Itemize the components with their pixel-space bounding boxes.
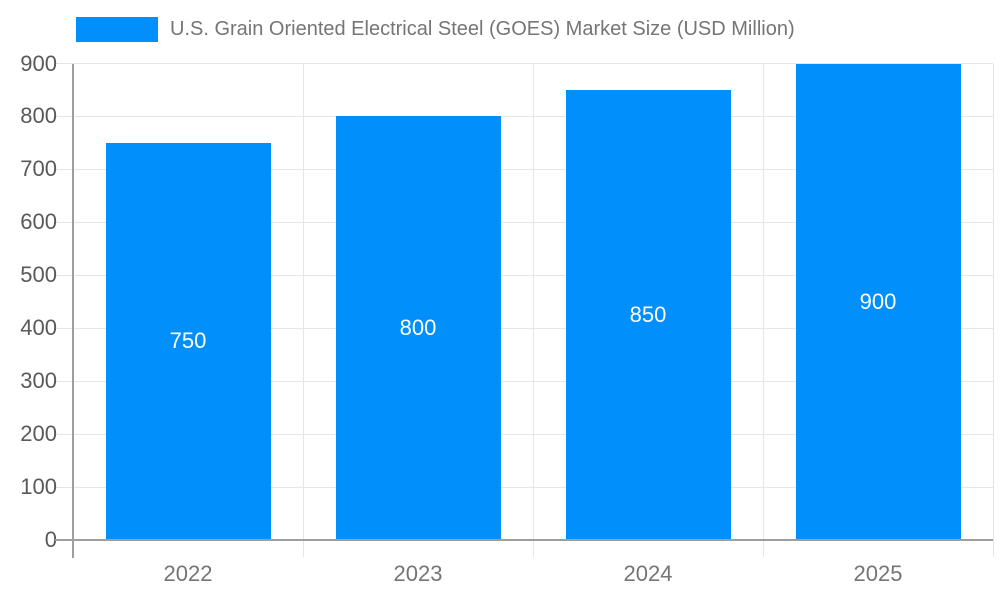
y-axis-tick-label: 300 xyxy=(20,368,57,394)
y-axis-tick-label: 900 xyxy=(20,50,57,76)
h-gridline xyxy=(55,63,993,64)
bar-2025[interactable]: 900 xyxy=(795,63,961,540)
bar-2022[interactable]: 750 xyxy=(105,142,271,540)
bar-value-label: 750 xyxy=(169,328,207,354)
v-gridline xyxy=(532,63,534,557)
bar-2023[interactable]: 800 xyxy=(335,116,501,540)
y-axis-tick-label: 600 xyxy=(20,209,57,235)
x-axis-label-2022: 2022 xyxy=(163,561,213,586)
v-gridline xyxy=(302,63,304,557)
legend-label: U.S. Grain Oriented Electrical Steel (GO… xyxy=(170,18,795,40)
y-axis-tick-label: 500 xyxy=(20,262,57,288)
bar-value-label: 800 xyxy=(399,315,437,341)
h-gridline xyxy=(55,486,993,488)
h-gridline xyxy=(55,433,993,435)
bar-value-label: 900 xyxy=(859,288,897,314)
bar-2024[interactable]: 850 xyxy=(565,89,731,540)
x-axis-line xyxy=(55,539,993,541)
y-axis-tick-label: 800 xyxy=(20,103,57,129)
h-gridline xyxy=(55,274,993,276)
v-gridline xyxy=(992,63,994,557)
h-gridline xyxy=(55,221,993,223)
y-axis-line xyxy=(71,63,74,558)
bar-value-label: 850 xyxy=(629,301,667,327)
y-axis-tick-label: 100 xyxy=(20,474,57,500)
y-axis-tick-label: 200 xyxy=(20,421,57,447)
x-axis-label-2025: 2025 xyxy=(853,561,903,586)
y-axis-tick-label: 400 xyxy=(20,315,57,341)
h-gridline xyxy=(55,115,993,117)
y-axis-tick-label: 0 xyxy=(44,527,57,552)
h-gridline xyxy=(55,380,993,382)
h-gridline xyxy=(55,327,993,329)
chart-legend[interactable]: U.S. Grain Oriented Electrical Steel (GO… xyxy=(76,17,795,42)
x-axis-label-2023: 2023 xyxy=(393,561,443,586)
x-axis-label-2024: 2024 xyxy=(623,561,673,586)
y-axis-tick-label: 700 xyxy=(20,156,57,182)
legend-swatch xyxy=(76,17,158,42)
v-gridline xyxy=(762,63,764,557)
h-gridline xyxy=(55,168,993,170)
